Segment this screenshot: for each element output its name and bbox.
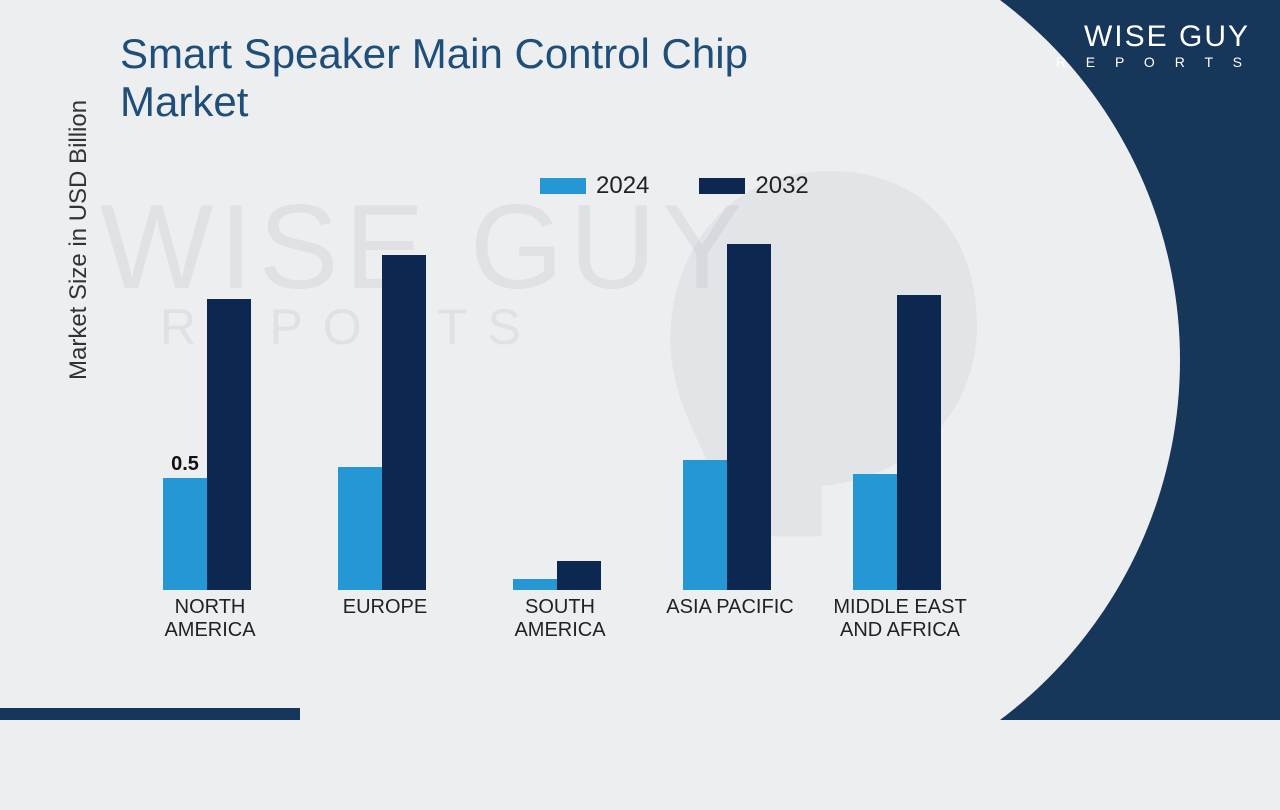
chart-title: Smart Speaker Main Control Chip Market bbox=[120, 30, 820, 127]
legend-item-2032: 2032 bbox=[699, 172, 808, 200]
bar-2032 bbox=[557, 561, 601, 590]
category-label: SOUTH AMERICA bbox=[490, 590, 630, 642]
bottom-accent-bar bbox=[0, 708, 300, 720]
bar-2032 bbox=[382, 255, 426, 590]
legend-swatch bbox=[699, 178, 745, 194]
legend-item-2024: 2024 bbox=[540, 172, 649, 200]
bar-2024: 0.5 bbox=[163, 478, 207, 590]
category-label: EUROPE bbox=[315, 590, 455, 619]
legend-label: 2024 bbox=[596, 172, 649, 200]
bar-2024 bbox=[513, 579, 557, 590]
bar-chart: 0.5NORTH AMERICA EUROPE SOUTH AMERICA ASIA … bbox=[100, 210, 980, 590]
bar-group: SOUTH AMERICA bbox=[510, 210, 610, 590]
bar-value-label: 0.5 bbox=[163, 453, 207, 478]
bar-group: MIDDLE EAST AND AFRICA bbox=[850, 210, 950, 590]
y-axis-label: Market Size in USD Billion bbox=[65, 100, 93, 380]
bar-group: 0.5NORTH AMERICA bbox=[160, 210, 260, 590]
legend-swatch bbox=[540, 178, 586, 194]
plot-area: 0.5NORTH AMERICA EUROPE SOUTH AMERICA ASIA … bbox=[140, 210, 980, 590]
logo-line-1: WISE GUY bbox=[1056, 20, 1250, 54]
bar-group: ASIA PACIFIC bbox=[680, 210, 780, 590]
bar-2032 bbox=[207, 299, 251, 590]
category-label: MIDDLE EAST AND AFRICA bbox=[830, 590, 970, 642]
bar-2032 bbox=[727, 244, 771, 590]
legend: 2024 2032 bbox=[540, 172, 809, 200]
category-label: ASIA PACIFIC bbox=[660, 590, 800, 619]
bar-2024 bbox=[853, 474, 897, 590]
bar-group: EUROPE bbox=[335, 210, 435, 590]
bar-2024 bbox=[683, 460, 727, 590]
brand-logo: WISE GUY R E P O R T S bbox=[1056, 20, 1250, 70]
category-label: NORTH AMERICA bbox=[140, 590, 280, 642]
bar-2024 bbox=[338, 467, 382, 590]
right-panel bbox=[960, 0, 1280, 720]
bar-2032 bbox=[897, 295, 941, 590]
legend-label: 2032 bbox=[755, 172, 808, 200]
logo-line-2: R E P O R T S bbox=[1056, 54, 1250, 70]
